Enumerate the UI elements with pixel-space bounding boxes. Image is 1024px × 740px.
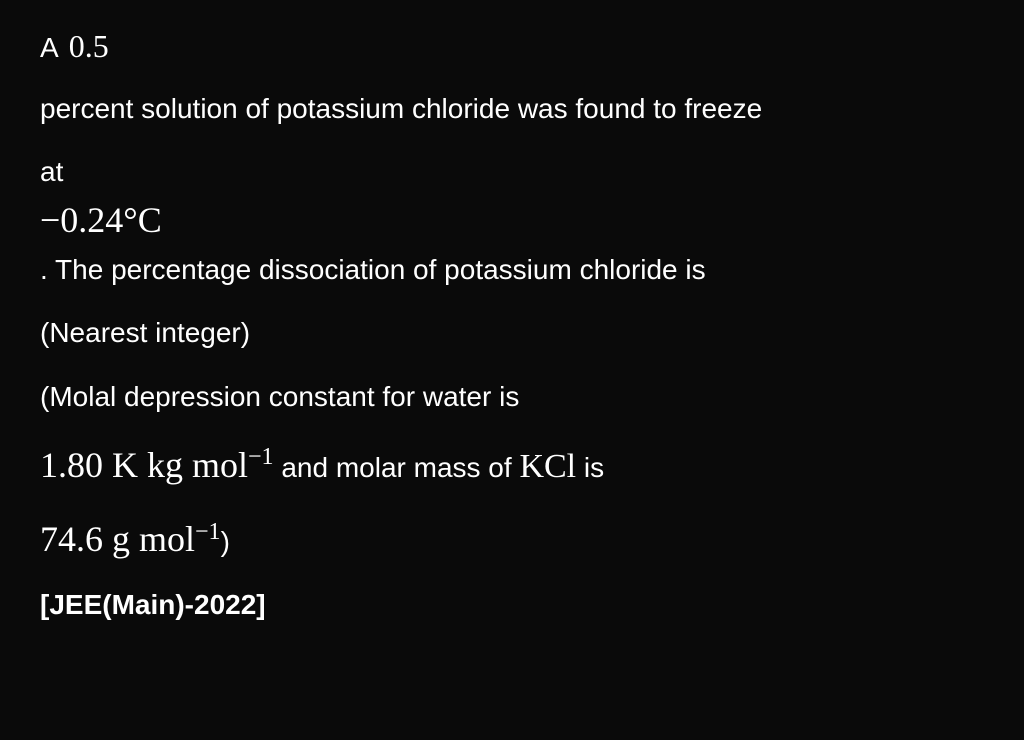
- question-line-1: percent solution of potassium chloride w…: [40, 89, 984, 128]
- question-line-5: (Molal depression constant for water is: [40, 377, 984, 416]
- kf-value: 1.80 K kg mol: [40, 445, 248, 485]
- question-line-at: at: [40, 152, 984, 191]
- kf-line: 1.80 K kg mol−1 and molar mass of KCl is: [40, 440, 984, 491]
- molar-mass-exponent: −1: [195, 519, 221, 545]
- molar-mass-value: 74.6 g mol: [40, 519, 195, 559]
- freeze-temperature: −0.24°C: [40, 197, 984, 244]
- molar-mass-close: ): [221, 526, 230, 557]
- kf-end-text: is: [576, 452, 604, 483]
- option-label: A: [40, 32, 59, 64]
- question-container: A 0.5 percent solution of potassium chlo…: [40, 28, 984, 621]
- kf-exponent: −1: [248, 444, 274, 470]
- question-line-3: . The percentage dissociation of potassi…: [40, 250, 984, 289]
- kcl-formula: KCl: [519, 448, 576, 485]
- percent-value: 0.5: [69, 28, 109, 65]
- molar-mass-line: 74.6 g mol−1): [40, 514, 984, 564]
- source-tag: [JEE(Main)-2022]: [40, 589, 984, 621]
- freeze-block: at −0.24°C . The percentage dissociation…: [40, 152, 984, 289]
- question-line-4: (Nearest integer): [40, 313, 984, 352]
- option-row: A 0.5: [40, 28, 984, 65]
- kf-mid-text: and molar mass of: [281, 452, 519, 483]
